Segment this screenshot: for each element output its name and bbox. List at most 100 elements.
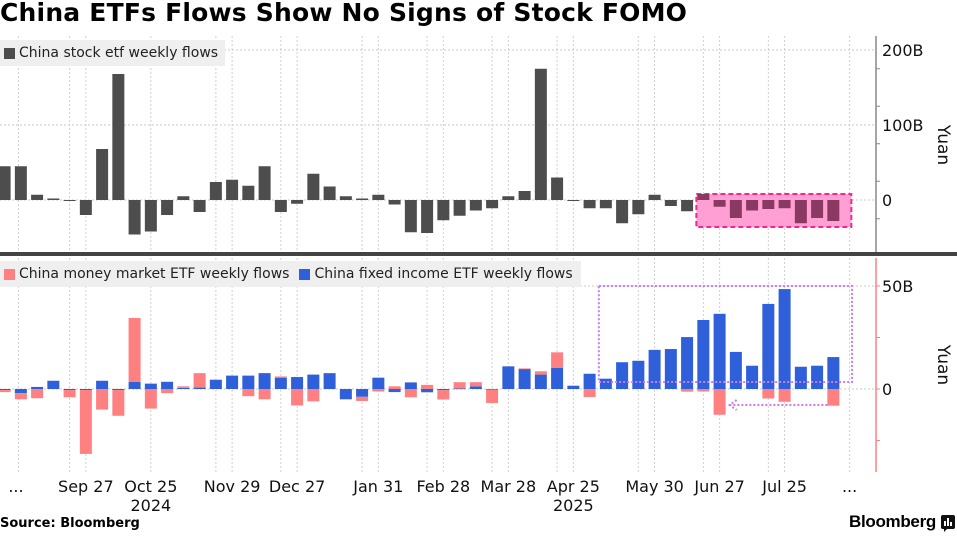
stock-flow-bar <box>697 194 710 200</box>
money-market-bar <box>242 389 255 397</box>
fixed-income-bar <box>242 375 255 389</box>
stock-flow-bar <box>794 200 807 224</box>
x-tick-label: ... <box>8 477 23 496</box>
x-tick-label: Feb 28 <box>416 477 470 496</box>
axis-labels: 0 100B 200B 0 50B Yuan Yuan... Sep 27 Oct 25 Nov … <box>8 41 953 515</box>
stock-flow-bar <box>388 200 401 205</box>
fixed-income-bar <box>437 389 450 391</box>
money-market-bar <box>14 393 27 400</box>
stock-flow-bar <box>274 200 287 212</box>
fixed-income-bar <box>811 365 824 389</box>
fixed-income-bar <box>291 377 304 389</box>
stock-flow-bar <box>616 200 629 224</box>
bottom-y-axis-title: Yuan <box>933 344 953 385</box>
money-market-bar <box>274 376 287 378</box>
fixed-income-dotted-box <box>597 285 853 383</box>
panel-divider <box>0 252 957 256</box>
stock-flow-bar <box>372 194 385 200</box>
stock-flow-bar <box>14 166 27 200</box>
legend-label-stock: China stock etf weekly flows <box>19 45 219 61</box>
fixed-income-bar <box>421 389 434 393</box>
stock-flow-bar <box>242 185 255 200</box>
fixed-income-bar <box>681 337 694 389</box>
fixed-income-bar <box>616 362 629 389</box>
stock-flow-bar <box>63 200 76 201</box>
fixed-income-bar <box>323 373 336 389</box>
top-y-axis-title: Yuan <box>933 124 953 165</box>
money-market-bar <box>177 386 190 388</box>
x-tick-label: Jan 31 <box>352 477 403 496</box>
stock-flow-bar <box>567 200 580 201</box>
stock-highlight-layer <box>695 193 853 228</box>
money-market-bar <box>161 389 174 394</box>
stock-flow-bar <box>421 200 434 233</box>
fixed-income-bar <box>404 382 417 389</box>
stock-flow-bar <box>161 200 174 215</box>
stock-flow-bar <box>502 196 515 200</box>
money-market-bar <box>307 389 320 402</box>
stock-flow-bar <box>323 186 336 200</box>
fixed-income-bar <box>372 377 385 389</box>
stock-flow-bar <box>307 173 320 200</box>
legend-swatch-stock <box>4 47 15 59</box>
fixed-income-bar <box>729 351 742 389</box>
stock-flow-bar <box>551 177 564 200</box>
fixed-income-bar <box>518 369 531 389</box>
money-market-bar <box>697 389 710 392</box>
money-market-bar <box>258 389 271 400</box>
fixed-income-bar <box>648 349 661 389</box>
money-market-bar <box>827 389 840 406</box>
fixed-income-bar <box>502 366 515 389</box>
stock-flow-bar <box>827 200 840 221</box>
legend-top: China stock etf weekly flows <box>0 40 226 66</box>
money-market-bar <box>291 389 304 406</box>
stock-flow-bar <box>128 200 141 235</box>
stock-flow-bar <box>404 200 417 233</box>
stock-flow-bar <box>226 179 239 200</box>
fixed-income-bar <box>388 389 401 393</box>
fixed-income-bar <box>453 388 466 390</box>
stock-flow-bar <box>291 200 304 204</box>
fixed-income-bar <box>632 360 645 389</box>
fixed-income-bar <box>697 319 710 389</box>
stock-flow-bar <box>31 194 44 200</box>
money-market-bar <box>31 389 44 399</box>
fixed-income-bar <box>583 373 596 389</box>
fixed-income-bar <box>551 367 564 389</box>
legend-swatch-money-market <box>4 268 15 280</box>
stock-flow-bar <box>746 200 759 211</box>
legend-item-stock: China stock etf weekly flows <box>4 45 218 61</box>
legend-item-money-market: China money market ETF weekly flows <box>4 266 289 282</box>
money-market-bar <box>63 390 76 398</box>
stock-flow-bar <box>729 200 742 218</box>
top-y-tick-label: 0 <box>882 191 892 210</box>
money-market-bar <box>96 389 109 410</box>
fixed-income-bar <box>274 377 287 389</box>
legend-label-money-market: China money market ETF weekly flows <box>19 266 290 282</box>
fixed-income-bar <box>144 383 157 389</box>
stock-flow-bar <box>112 74 125 200</box>
fixed-income-bar <box>794 366 807 389</box>
fixed-income-bar <box>177 387 190 389</box>
stock-flow-bar <box>713 200 726 207</box>
fixed-income-bar <box>356 389 369 397</box>
stock-flow-bar <box>664 200 677 206</box>
x-tick-label: May 30 <box>625 477 684 496</box>
fixed-income-bar <box>664 349 677 389</box>
money-market-bar <box>453 382 466 389</box>
money-market-bar <box>534 371 547 375</box>
stock-highlight-box <box>695 193 853 228</box>
x-year-label: 2024 <box>130 496 171 515</box>
bottom-y-tick-label: 50B <box>882 277 913 296</box>
top-y-tick-label: 100B <box>882 116 924 135</box>
legend-label-fixed-income: China fixed income ETF weekly flows <box>314 266 573 282</box>
money-market-bar <box>681 389 694 392</box>
stock-flow-bar <box>258 166 271 200</box>
bloomberg-chat-icon <box>941 515 955 532</box>
stock-flow-bar <box>681 200 694 212</box>
stock-flow-bar <box>144 200 157 232</box>
money-market-bar <box>421 384 434 389</box>
x-tick-label: Oct 25 <box>124 477 177 496</box>
stock-flow-bar <box>453 200 466 216</box>
